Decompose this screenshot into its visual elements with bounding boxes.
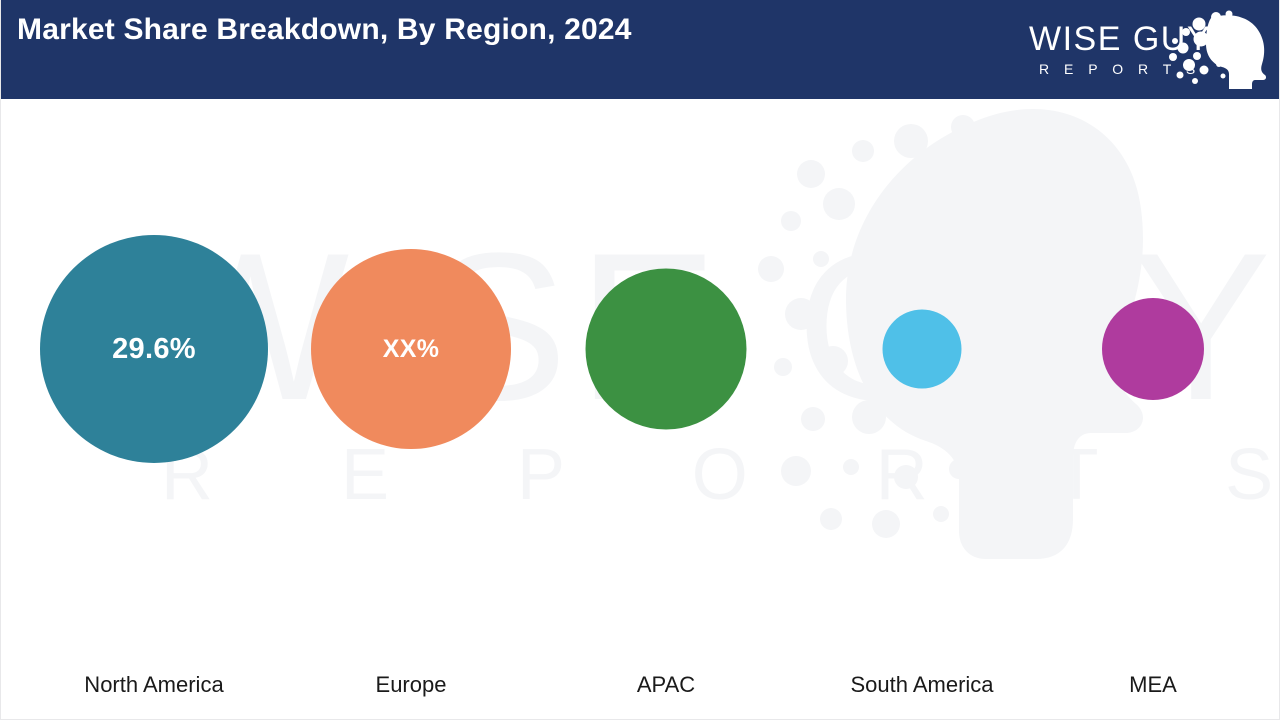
bubble-europe[interactable]: XX% xyxy=(311,249,511,449)
svg-text:R E P O R T S: R E P O R T S xyxy=(1039,61,1201,77)
bubble-chart-plot-area: 29.6% XX% North America Europe APAC Sout… xyxy=(1,99,1279,719)
category-label-north-america: North America xyxy=(84,672,224,697)
chart-header: Market Share Breakdown, By Region, 2024 … xyxy=(1,0,1279,99)
bubble-north-america[interactable]: 29.6% xyxy=(40,235,268,463)
category-label-apac: APAC xyxy=(636,672,696,697)
bubble-mea[interactable] xyxy=(1102,298,1204,400)
wise-guy-reports-logo: WISE GUY R E P O R T S xyxy=(1023,8,1273,90)
category-label-south-america: South America xyxy=(850,672,994,697)
bubble-value-label-europe: XX% xyxy=(382,334,440,363)
bubble-south-america[interactable] xyxy=(882,309,962,389)
category-label-europe: Europe xyxy=(375,672,447,697)
bubble-value-label-north-america: 29.6% xyxy=(112,332,196,365)
page-title: Market Share Breakdown, By Region, 2024 xyxy=(17,13,632,46)
bubble-apac[interactable] xyxy=(585,268,747,430)
category-label-mea: MEA xyxy=(1129,672,1177,697)
